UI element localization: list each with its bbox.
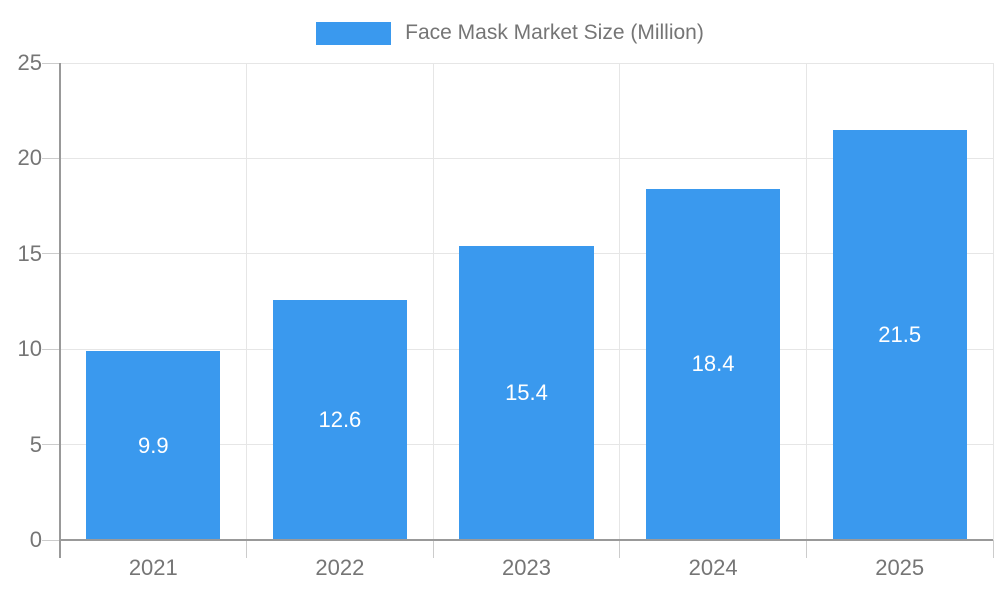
h-gridline <box>60 157 993 159</box>
bar: 21.5 <box>832 129 967 540</box>
y-tick-label: 0 <box>29 527 42 552</box>
bar: 18.4 <box>645 188 781 540</box>
x-tick <box>805 540 807 558</box>
x-tick-label: 2021 <box>128 555 178 580</box>
x-axis-line <box>60 539 993 541</box>
bar: 15.4 <box>459 246 594 540</box>
y-tick-label: 25 <box>17 50 42 75</box>
bar-value-label: 15.4 <box>505 380 548 406</box>
v-gridline <box>246 63 248 540</box>
y-tick-label: 5 <box>29 431 42 457</box>
v-gridline <box>432 63 434 540</box>
x-tick <box>992 540 994 558</box>
y-tick <box>42 539 60 541</box>
y-tick <box>42 444 60 446</box>
y-tick-label: 10 <box>17 336 42 362</box>
bar-value-label: 18.4 <box>691 351 735 377</box>
bar-value-label: 21.5 <box>878 321 922 347</box>
y-tick <box>42 348 60 350</box>
h-gridline <box>60 62 993 64</box>
plot-area: 0 5 10 15 20 25 2021 2022 2023 2024 2025 9.9 12.6 15.… <box>18 50 994 580</box>
x-tick-label: 2025 <box>875 555 925 580</box>
x-tick <box>246 540 248 558</box>
bar-value-label: 9.9 <box>137 432 169 458</box>
y-tick <box>42 157 60 159</box>
y-axis-line <box>59 63 61 558</box>
y-tick <box>42 62 60 64</box>
x-tick-label: 2024 <box>688 555 738 580</box>
bar: 9.9 <box>86 351 221 540</box>
y-tick <box>42 253 60 255</box>
bar: 12.6 <box>272 299 408 540</box>
v-gridline <box>805 63 807 540</box>
x-tick-label: 2022 <box>315 555 365 580</box>
x-tick <box>619 540 621 558</box>
y-tick-label: 15 <box>17 240 42 266</box>
x-tick <box>432 540 434 558</box>
x-tick-label: 2023 <box>502 555 551 580</box>
bar-value-label: 12.6 <box>318 406 362 432</box>
y-tick-label: 20 <box>17 145 42 171</box>
legend-swatch <box>316 21 392 45</box>
chart-legend: Face Mask Market Size (Million) <box>20 20 1000 46</box>
v-gridline <box>619 63 621 540</box>
v-gridline <box>992 63 994 540</box>
legend-label: Face Mask Market Size (Million) <box>405 21 704 44</box>
